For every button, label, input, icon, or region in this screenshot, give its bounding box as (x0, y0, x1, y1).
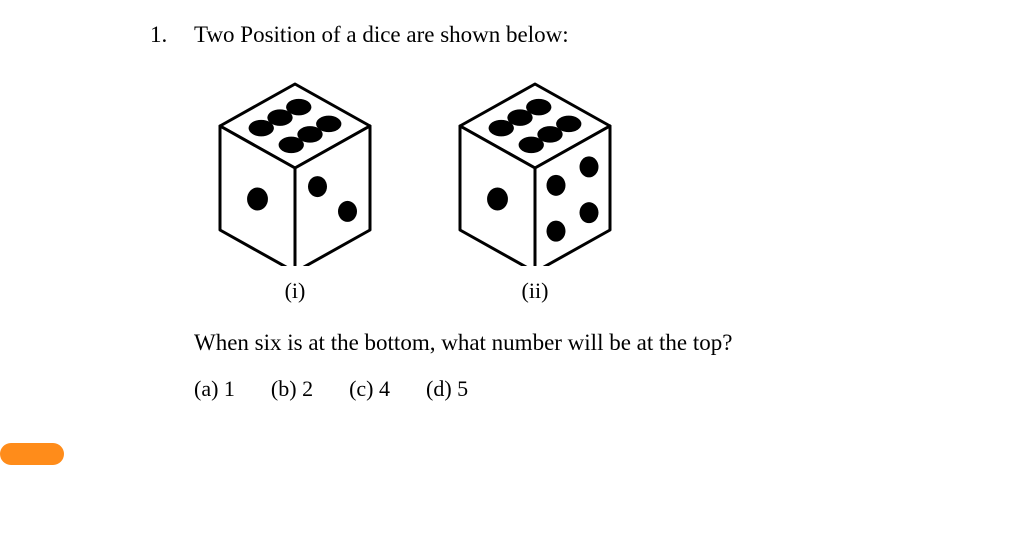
dice-col-1: (i) (210, 76, 380, 304)
sub-question: When six is at the bottom, what number w… (194, 330, 900, 356)
orange-highlight (0, 443, 64, 465)
dice-2 (450, 76, 620, 266)
question-block: 1. Two Position of a dice are shown belo… (150, 22, 900, 402)
dice-col-2: (ii) (450, 76, 620, 304)
option-a: (a) 1 (194, 376, 235, 402)
dice-1 (210, 76, 380, 266)
option-c: (c) 4 (349, 376, 390, 402)
dice-label-1: (i) (285, 278, 306, 304)
question-text: Two Position of a dice are shown below: (194, 22, 900, 48)
options-row: (a) 1 (b) 2 (c) 4 (d) 5 (194, 376, 900, 402)
option-d: (d) 5 (426, 376, 468, 402)
question-number: 1. (150, 22, 194, 48)
dice-label-2: (ii) (522, 278, 549, 304)
option-b: (b) 2 (271, 376, 313, 402)
dice-row: (i) (ii) (210, 76, 900, 304)
question-heading: 1. Two Position of a dice are shown belo… (150, 22, 900, 48)
